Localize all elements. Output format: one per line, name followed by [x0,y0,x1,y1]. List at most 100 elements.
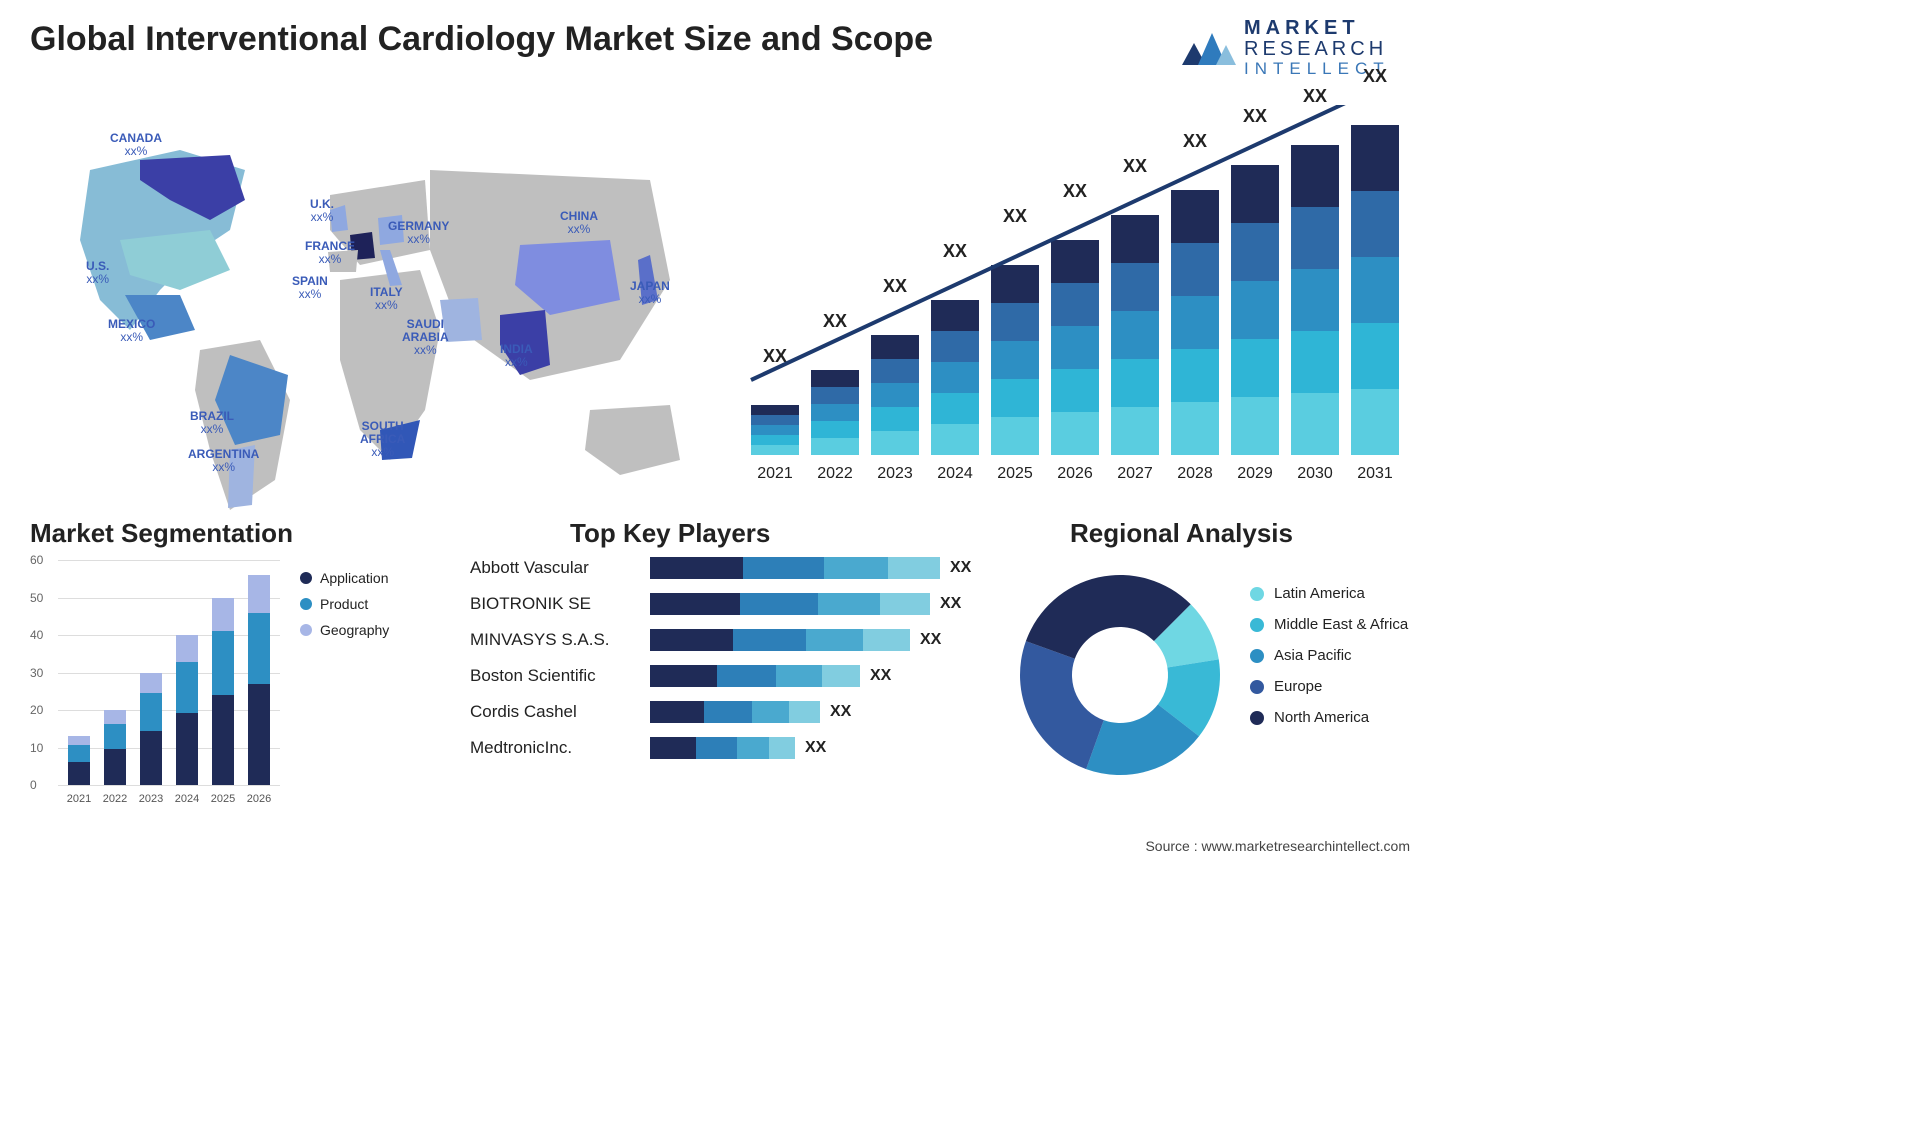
seg-ytick-60: 60 [30,553,43,567]
kp-bar [650,557,940,579]
logo-mark-icon [1180,25,1236,71]
map-label-canada: CANADAxx% [110,132,162,158]
reg-legend-north-america: North America [1250,709,1408,726]
seg-bar-2022 [104,710,126,785]
seg-ytick-50: 50 [30,591,43,605]
main-bar-2022 [811,370,859,455]
kp-value: XX [950,559,971,577]
main-bar-year-2021: 2021 [750,465,800,483]
main-bar-value-2029: XX [1230,106,1280,127]
map-region-australia [585,405,680,475]
main-bar-2031 [1351,125,1399,455]
seg-year-2024: 2024 [172,793,202,805]
segmentation-title: Market Segmentation [30,518,293,549]
main-bar-value-2028: XX [1170,131,1220,152]
kp-value: XX [870,667,891,685]
world-map: CANADAxx%U.S.xx%MEXICOxx%BRAZILxx%ARGENT… [30,100,690,520]
kp-value: XX [920,631,941,649]
page-title: Global Interventional Cardiology Market … [30,20,933,59]
map-label-mexico: MEXICOxx% [108,318,155,344]
map-label-japan: JAPANxx% [630,280,670,306]
kp-row-minvasys-s-a-s-: MINVASYS S.A.S. XX [470,622,990,658]
main-bar-year-2025: 2025 [990,465,1040,483]
main-bar-year-2029: 2029 [1230,465,1280,483]
main-bar-year-2028: 2028 [1170,465,1220,483]
map-label-china: CHINAxx% [560,210,598,236]
keyplayers-title: Top Key Players [570,518,770,549]
kp-row-biotronik-se: BIOTRONIK SE XX [470,586,990,622]
seg-legend-application: Application [300,570,420,586]
kp-bar [650,737,795,759]
kp-value: XX [830,703,851,721]
donut-hold [1010,565,1230,785]
main-bar-2023 [871,335,919,455]
main-bar-value-2022: XX [810,311,860,332]
segmentation-plot-area: 0102030405060202120222023202420252026 [58,560,280,785]
main-bar-value-2026: XX [1050,181,1100,202]
main-bar-2024 [931,300,979,455]
main-bar-2027 [1111,215,1159,455]
main-bar-year-2026: 2026 [1050,465,1100,483]
kp-value: XX [940,595,961,613]
kp-label: MedtronicInc. [470,738,650,758]
map-label-u.k.: U.K.xx% [310,198,334,224]
map-label-france: FRANCExx% [305,240,355,266]
segmentation-legend: Application Product Geography [300,570,420,648]
seg-year-2025: 2025 [208,793,238,805]
main-bar-year-2023: 2023 [870,465,920,483]
segmentation-chart: 0102030405060202120222023202420252026 Ap… [20,550,420,810]
main-bar-value-2021: XX [750,346,800,367]
kp-row-boston-scientific: Boston Scientific XX [470,658,990,694]
map-label-u.s.: U.S.xx% [86,260,109,286]
seg-year-2026: 2026 [244,793,274,805]
seg-legend-product: Product [300,596,420,612]
kp-row-cordis-cashel: Cordis Cashel XX [470,694,990,730]
seg-bar-2024 [176,635,198,785]
main-bar-2029 [1231,165,1279,455]
main-bar-year-2027: 2027 [1110,465,1160,483]
kp-label: BIOTRONIK SE [470,594,650,614]
seg-ytick-20: 20 [30,703,43,717]
donut-chart-icon [1010,565,1230,785]
map-label-brazil: BRAZILxx% [190,410,234,436]
kp-bar [650,701,820,723]
main-bar-2025 [991,265,1039,455]
kp-label: Cordis Cashel [470,702,650,722]
seg-year-2022: 2022 [100,793,130,805]
seg-ytick-0: 0 [30,778,37,792]
main-bar-2028 [1171,190,1219,455]
reg-legend-middle-east-africa: Middle East & Africa [1250,616,1408,633]
kp-row-medtronicinc-: MedtronicInc. XX [470,730,990,766]
key-players-chart: Abbott VascularXXBIOTRONIK SEXXMINVASYS … [470,550,990,820]
seg-year-2023: 2023 [136,793,166,805]
kp-bar [650,593,930,615]
regional-analysis: Latin AmericaMiddle East & AfricaAsia Pa… [1000,545,1430,825]
main-bar-value-2023: XX [870,276,920,297]
map-label-south-africa: SOUTHAFRICAxx% [360,420,405,460]
seg-bar-2021 [68,736,90,785]
map-label-germany: GERMANYxx% [388,220,449,246]
seg-bar-2025 [212,598,234,786]
main-bar-year-2022: 2022 [810,465,860,483]
main-bar-year-2024: 2024 [930,465,980,483]
main-bar-2026 [1051,240,1099,455]
main-bar-year-2030: 2030 [1290,465,1340,483]
kp-bar [650,629,910,651]
reg-legend-latin-america: Latin America [1250,585,1408,602]
kp-label: MINVASYS S.A.S. [470,630,650,650]
logo-line2: RESEARCH [1244,39,1390,60]
main-bar-value-2030: XX [1290,86,1340,107]
donut-slice-europe [1020,641,1104,769]
kp-row-abbott-vascular: Abbott VascularXX [470,550,990,586]
main-bar-2030 [1291,145,1339,455]
logo-line1: MARKET [1244,18,1390,39]
main-bar-area: XXXXXXXXXXXXXXXXXXXXXX [750,105,1400,455]
seg-bar-2023 [140,673,162,786]
main-growth-chart: XXXXXXXXXXXXXXXXXXXXXX 20212022202320242… [740,105,1410,485]
main-bar-value-2025: XX [990,206,1040,227]
seg-legend-geography: Geography [300,622,420,638]
kp-value: XX [805,739,826,757]
main-bar-value-2031: XX [1350,66,1400,87]
seg-ytick-10: 10 [30,741,43,755]
kp-label: Boston Scientific [470,666,650,686]
